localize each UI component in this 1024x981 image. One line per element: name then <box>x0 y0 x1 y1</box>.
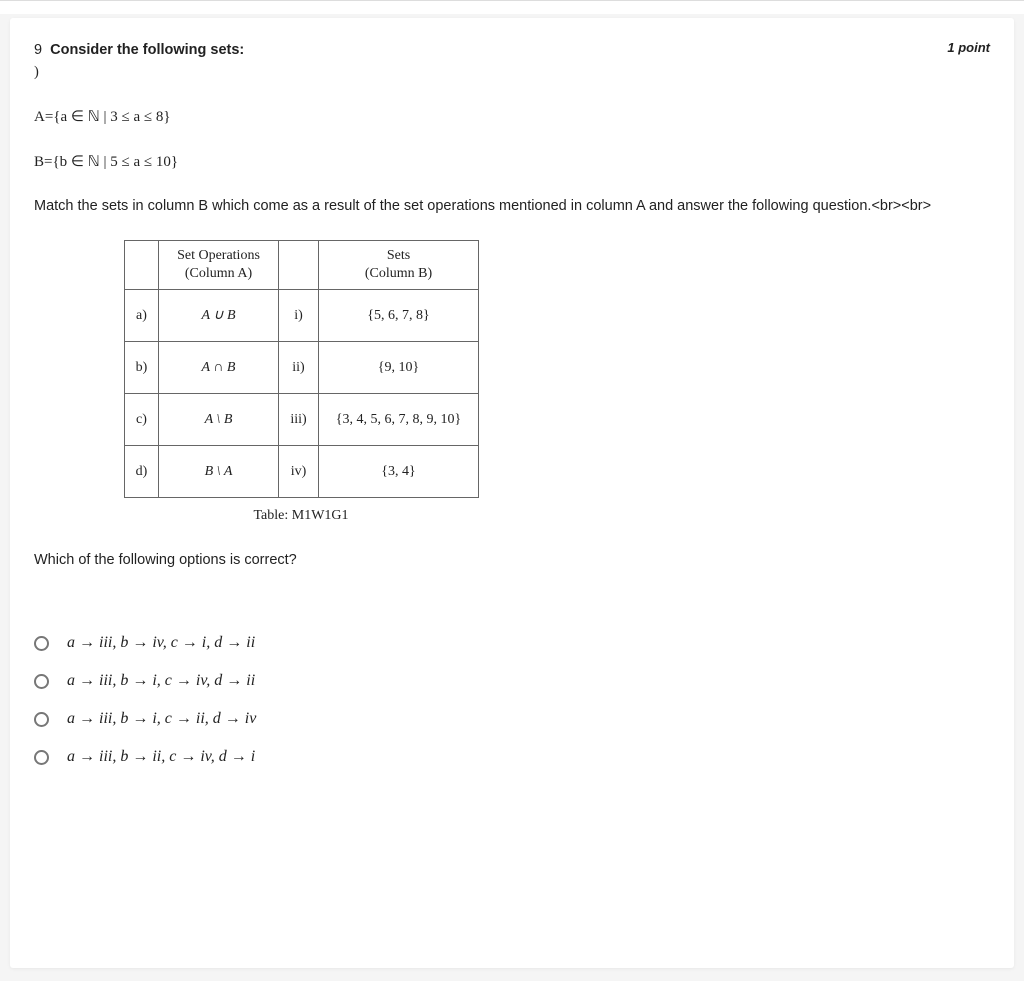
option-text: a → iii, b → i, c → iv, d → ii <box>67 672 255 690</box>
radio-icon[interactable] <box>34 712 49 727</box>
table-header-col-a: Set Operations (Column A) <box>159 240 279 289</box>
table-header-b-line2: (Column B) <box>365 266 432 281</box>
row-roman: i) <box>279 290 319 342</box>
stray-paren: ) <box>34 64 990 81</box>
table-body: a) A ∪ B i) {5, 6, 7, 8} b) A ∩ B ii) {9… <box>125 290 479 498</box>
top-cut-bar <box>0 0 1024 14</box>
row-operation: B \ A <box>159 446 279 498</box>
question-number: 9 <box>34 42 42 58</box>
row-label: a) <box>125 290 159 342</box>
table-row: d) B \ A iv) {3, 4} <box>125 446 479 498</box>
answer-option[interactable]: a → iii, b → iv, c → i, d → ii <box>34 634 990 652</box>
set-a-definition: A={a ∈ ℕ | 3 ≤ a ≤ 8} <box>34 107 990 126</box>
table-header-col-b: Sets (Column B) <box>319 240 479 289</box>
row-set: {3, 4, 5, 6, 7, 8, 9, 10} <box>319 394 479 446</box>
row-roman: ii) <box>279 342 319 394</box>
row-set: {3, 4} <box>319 446 479 498</box>
match-table-wrap: Set Operations (Column A) Sets (Column B… <box>124 240 990 498</box>
option-text: a → iii, b → iv, c → i, d → ii <box>67 634 255 652</box>
table-header-blank-a <box>125 240 159 289</box>
question-title: 9 Consider the following sets: <box>34 40 244 62</box>
table-row: c) A \ B iii) {3, 4, 5, 6, 7, 8, 9, 10} <box>125 394 479 446</box>
table-header-a-line1: Set Operations <box>177 248 260 263</box>
table-caption: Table: M1W1G1 <box>124 508 478 524</box>
sub-question: Which of the following options is correc… <box>34 552 990 568</box>
row-label: d) <box>125 446 159 498</box>
radio-icon[interactable] <box>34 750 49 765</box>
table-header-blank-b <box>279 240 319 289</box>
question-points: 1 point <box>947 40 990 55</box>
table-row: b) A ∩ B ii) {9, 10} <box>125 342 479 394</box>
radio-icon[interactable] <box>34 674 49 689</box>
row-operation: A ∩ B <box>159 342 279 394</box>
set-b-definition: B={b ∈ ℕ | 5 ≤ a ≤ 10} <box>34 152 990 171</box>
option-text: a → iii, b → i, c → ii, d → iv <box>67 710 256 728</box>
row-set: {5, 6, 7, 8} <box>319 290 479 342</box>
question-title-bold: Consider the following sets: <box>50 42 244 58</box>
row-label: b) <box>125 342 159 394</box>
question-card: 9 Consider the following sets: 1 point )… <box>10 18 1014 968</box>
row-roman: iv) <box>279 446 319 498</box>
option-text: a → iii, b → ii, c → iv, d → i <box>67 748 255 766</box>
answer-option[interactable]: a → iii, b → ii, c → iv, d → i <box>34 748 990 766</box>
table-header-b-line1: Sets <box>387 248 410 263</box>
question-header: 9 Consider the following sets: 1 point <box>34 40 990 62</box>
row-set: {9, 10} <box>319 342 479 394</box>
answer-option[interactable]: a → iii, b → i, c → iv, d → ii <box>34 672 990 690</box>
row-operation: A ∪ B <box>159 290 279 342</box>
row-operation: A \ B <box>159 394 279 446</box>
row-label: c) <box>125 394 159 446</box>
row-roman: iii) <box>279 394 319 446</box>
table-row: a) A ∪ B i) {5, 6, 7, 8} <box>125 290 479 342</box>
table-header-a-line2: (Column A) <box>185 266 252 281</box>
match-table: Set Operations (Column A) Sets (Column B… <box>124 240 479 498</box>
radio-icon[interactable] <box>34 636 49 651</box>
answer-options: a → iii, b → iv, c → i, d → ii a → iii, … <box>34 634 990 766</box>
instruction-text: Match the sets in column B which come as… <box>34 195 990 218</box>
answer-option[interactable]: a → iii, b → i, c → ii, d → iv <box>34 710 990 728</box>
